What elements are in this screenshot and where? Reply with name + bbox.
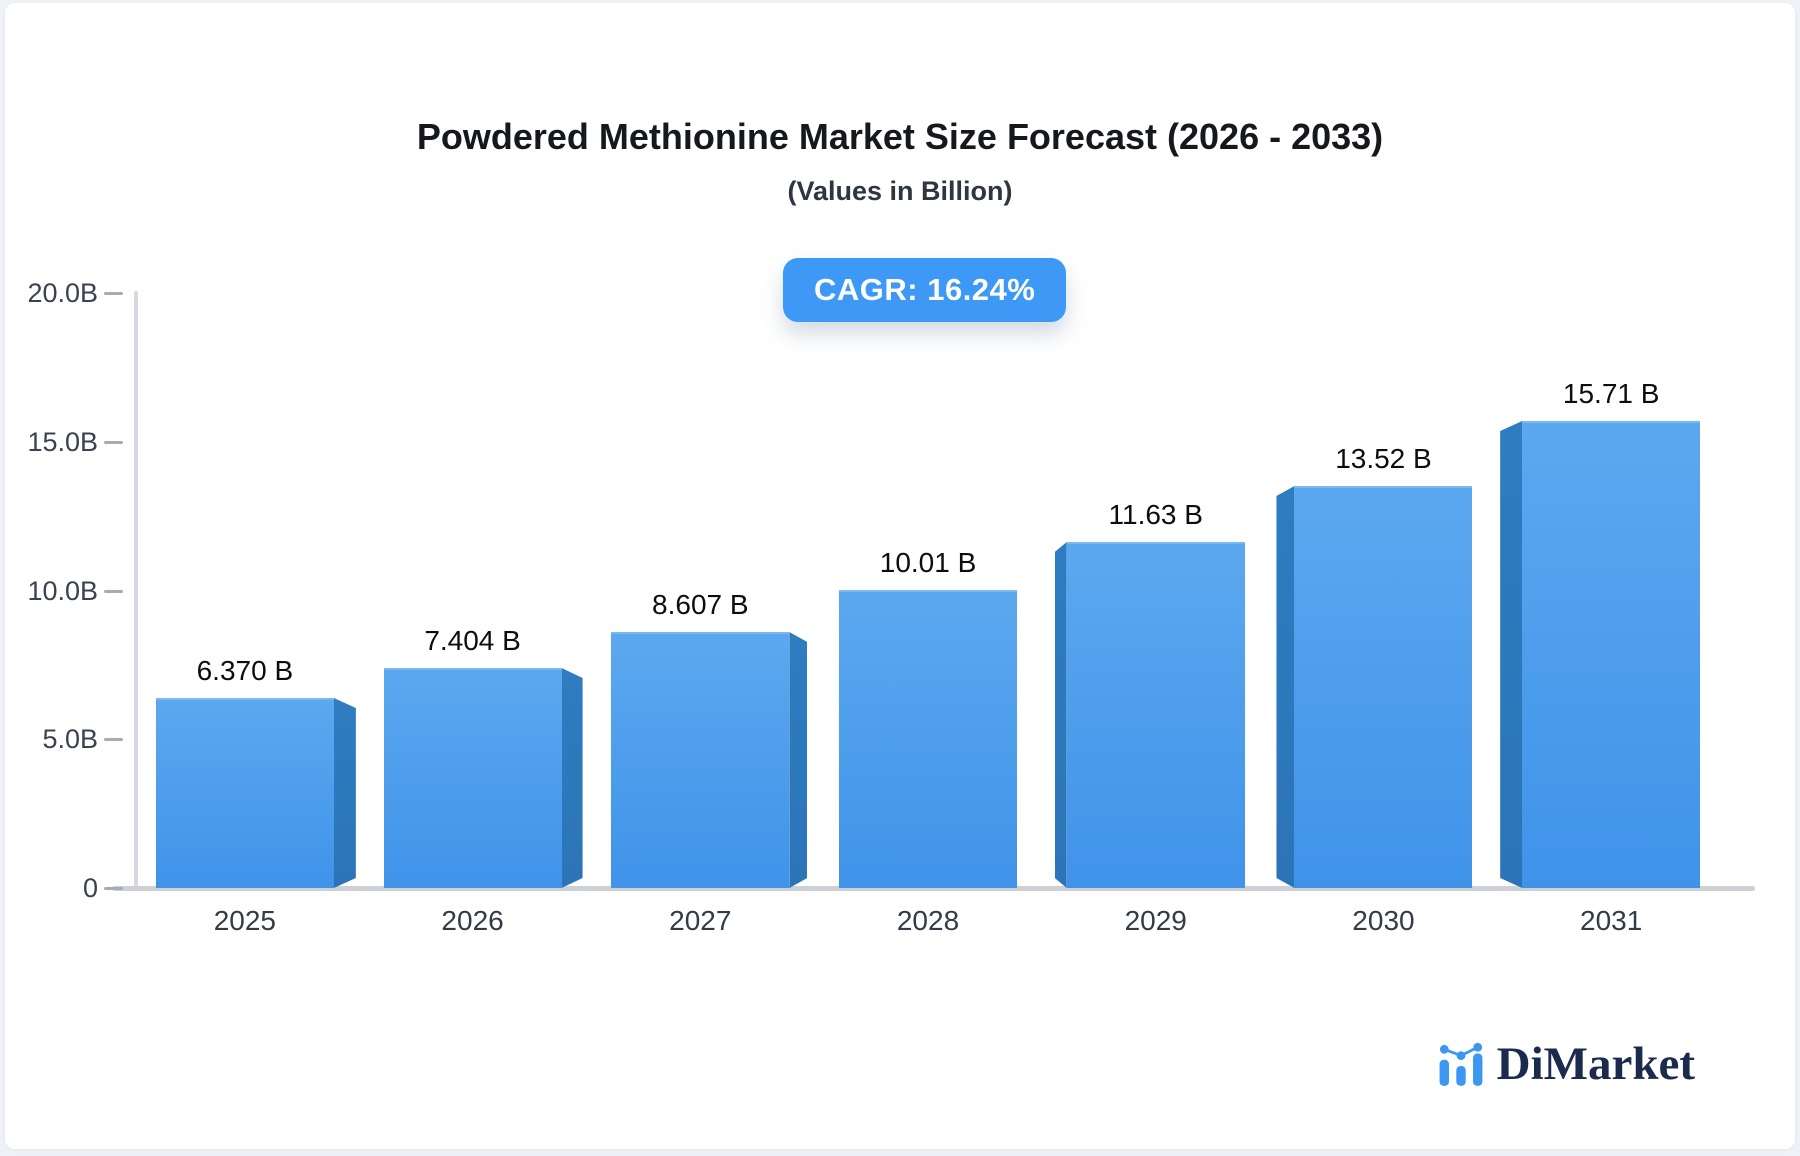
bar-value-label: 7.404 B: [424, 625, 521, 656]
bar-side-face: [1276, 486, 1294, 888]
bar-value-label: 10.01 B: [879, 547, 977, 578]
bar-side-face: [1055, 542, 1067, 888]
bar-side-face: [1500, 421, 1522, 888]
y-axis-tick-label: 5.0B: [42, 724, 98, 755]
logo-wordmark: DiMarket: [1496, 1038, 1695, 1090]
y-axis-tick-mark: [104, 887, 123, 890]
x-axis-label-2030: 2030: [1352, 905, 1415, 936]
bar-2026: 7.404 B: [383, 625, 562, 888]
x-axis-labels: 2025 2026 2027 2028 2029 2030 2031: [131, 905, 1725, 937]
bar-face: [1294, 486, 1473, 888]
x-axis-label-2028: 2028: [896, 905, 960, 936]
y-axis-tick-label: 15.0B: [27, 426, 98, 457]
bar-group-2029: 11.63 B: [1042, 293, 1270, 888]
chart-title: Powdered Methionine Market Size Forecast…: [416, 116, 1384, 157]
x-axis-baseline: [112, 886, 1755, 891]
bar-group-2025: 6.370 B: [131, 293, 359, 888]
bar-value-label: 6.370 B: [196, 655, 294, 686]
bar-2027: 8.607 B: [611, 589, 790, 888]
dimarket-logo: DiMarket: [1438, 1041, 1695, 1088]
bar-group-2027: 8.607 B: [586, 293, 814, 888]
bar-group-2028: 10.01 B: [814, 293, 1042, 888]
bar-2031: 15.71 B: [1522, 378, 1701, 888]
x-axis-label-2031: 2031: [1580, 905, 1643, 936]
bar-face: [611, 632, 790, 888]
bar-2030: 13.52 B: [1294, 443, 1473, 888]
x-axis-label-2027: 2027: [669, 905, 732, 936]
bar-2028: 10.01 B: [839, 547, 1018, 888]
bar-value-label: 8.607 B: [652, 589, 749, 620]
bar-group-2030: 13.52 B: [1270, 293, 1498, 888]
y-axis-tick-label: 0: [82, 873, 98, 903]
bar-value-label: 15.71 B: [1562, 378, 1660, 409]
cagr-badge: CAGR: 16.24%: [783, 258, 1067, 322]
bar-face: [155, 698, 334, 888]
bar-face: [383, 668, 562, 888]
chart-card: Powdered Methionine Market Size Forecast…: [5, 3, 1795, 1149]
y-axis-line: [134, 291, 138, 888]
bar-group-2026: 7.404 B: [359, 293, 587, 888]
y-axis-tick-mark: [104, 589, 123, 593]
bar-side-face: [789, 632, 807, 888]
bar-face: [1522, 421, 1701, 888]
bar-face: [839, 590, 1018, 888]
bar-chart-sparkline-icon: [1439, 1042, 1483, 1086]
chart-subtitle: (Values in Billion): [787, 176, 1013, 206]
bar-plot-area: 6.370 B 7.404 B 8.607 B 10.01 B 11.63 B 13.52…: [131, 293, 1725, 888]
x-axis-label-2025: 2025: [213, 905, 276, 936]
bar-2029: 11.63 B: [1066, 499, 1245, 888]
bar-value-label: 11.63 B: [1108, 499, 1203, 530]
bar-face: [1066, 542, 1245, 888]
y-axis-tick-mark: [104, 292, 123, 295]
y-axis-tick-label: 20.0B: [27, 278, 98, 308]
y-axis-tick-mark: [104, 440, 123, 444]
bar-group-2031: 15.71 B: [1497, 293, 1725, 888]
x-axis-label-2029: 2029: [1124, 905, 1187, 936]
bar-2025: 6.370 B: [155, 655, 334, 888]
bar-side-face: [334, 698, 356, 888]
x-axis-label-2026: 2026: [441, 905, 504, 936]
y-axis-tick-mark: [104, 738, 123, 742]
bar-value-label: 13.52 B: [1335, 443, 1432, 474]
y-axis-tick-label: 10.0B: [27, 575, 98, 606]
bar-side-face: [562, 668, 583, 888]
